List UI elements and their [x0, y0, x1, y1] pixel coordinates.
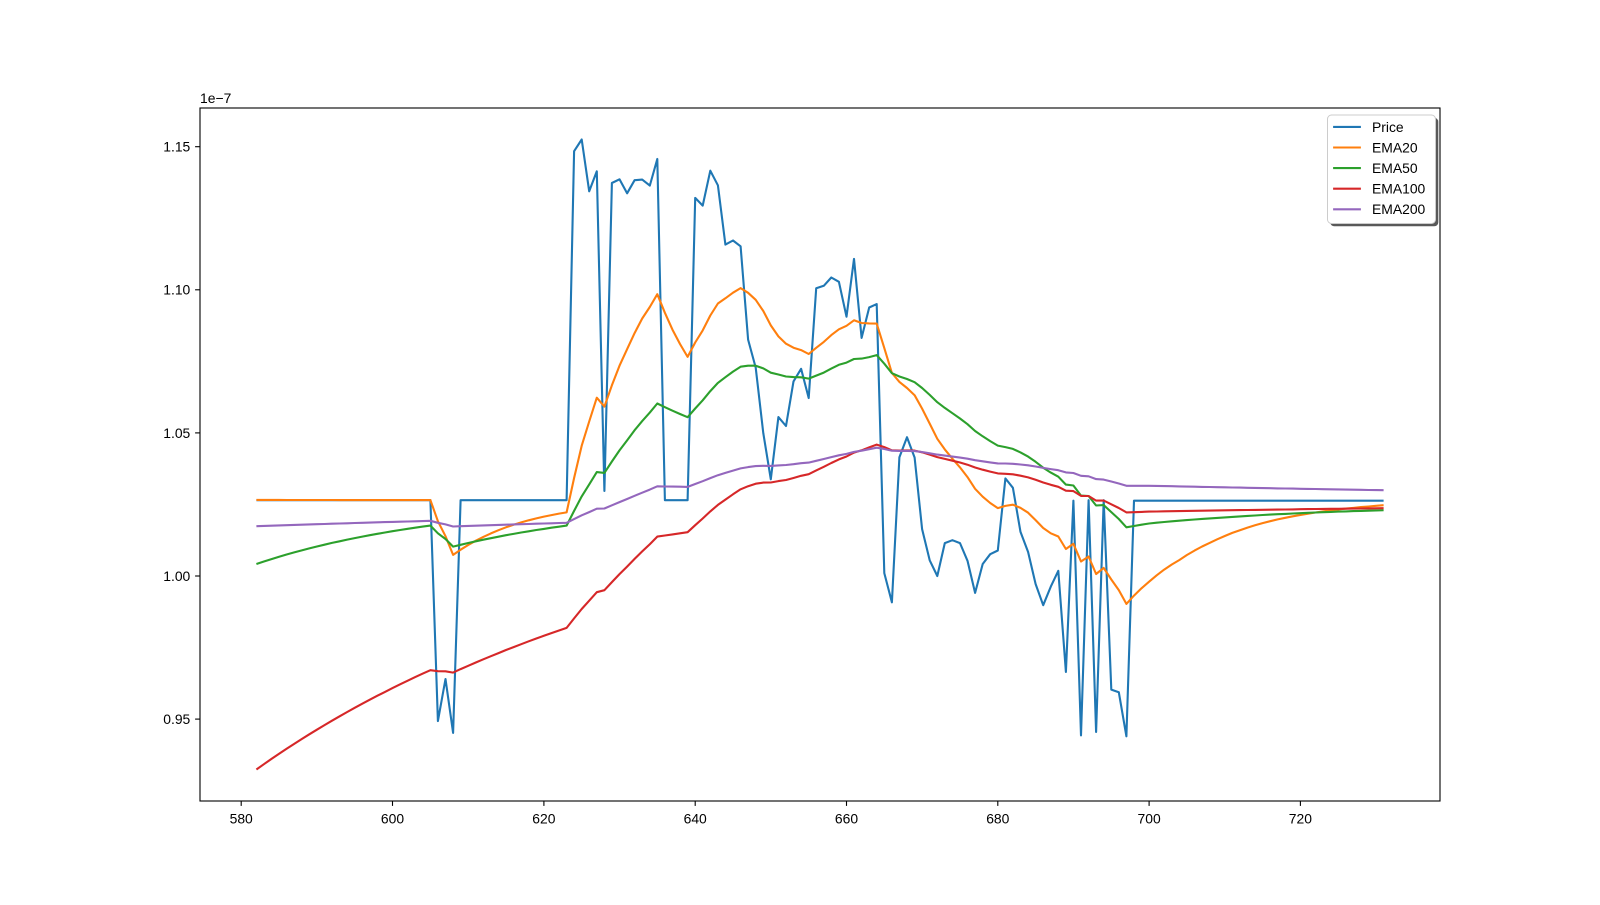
svg-text:EMA20: EMA20	[1372, 139, 1418, 155]
svg-text:580: 580	[230, 811, 253, 827]
svg-text:1.00: 1.00	[163, 568, 190, 584]
svg-text:660: 660	[835, 811, 858, 827]
svg-text:680: 680	[986, 811, 1009, 827]
svg-text:Price: Price	[1372, 119, 1404, 135]
svg-text:0.95: 0.95	[163, 711, 190, 727]
svg-text:720: 720	[1289, 811, 1312, 827]
svg-text:640: 640	[684, 811, 707, 827]
svg-text:620: 620	[532, 811, 555, 827]
svg-text:1e−7: 1e−7	[200, 90, 232, 106]
svg-text:EMA200: EMA200	[1372, 201, 1426, 217]
svg-text:EMA50: EMA50	[1372, 160, 1418, 176]
svg-text:1.05: 1.05	[163, 425, 190, 441]
svg-text:1.10: 1.10	[163, 282, 190, 298]
svg-text:600: 600	[381, 811, 404, 827]
svg-text:700: 700	[1138, 811, 1161, 827]
svg-text:EMA100: EMA100	[1372, 181, 1426, 197]
svg-text:1.15: 1.15	[163, 139, 190, 155]
